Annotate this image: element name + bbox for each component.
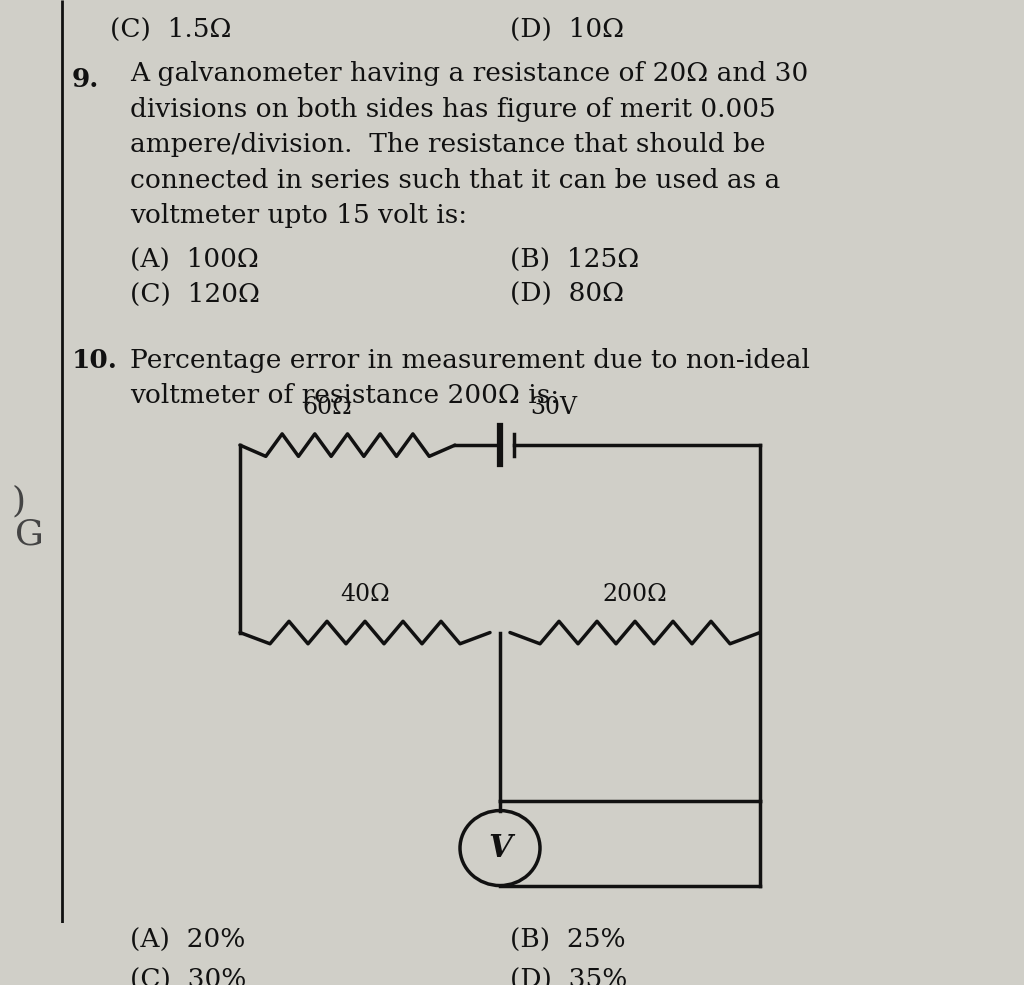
Text: divisions on both sides has figure of merit 0.005: divisions on both sides has figure of me… — [130, 97, 776, 121]
Text: voltmeter of resistance 200Ω is:: voltmeter of resistance 200Ω is: — [130, 383, 559, 408]
Text: (C)  120Ω: (C) 120Ω — [130, 282, 260, 307]
Text: (D)  35%: (D) 35% — [510, 968, 628, 985]
Text: ampere/division.  The resistance that should be: ampere/division. The resistance that sho… — [130, 132, 766, 158]
Text: V: V — [488, 832, 512, 864]
Text: ): ) — [12, 485, 27, 518]
Text: 30V: 30V — [530, 396, 577, 419]
Text: (B)  25%: (B) 25% — [510, 928, 626, 952]
Text: G: G — [15, 517, 44, 552]
Text: (D)  80Ω: (D) 80Ω — [510, 282, 624, 307]
Text: (D)  10Ω: (D) 10Ω — [510, 17, 624, 42]
Text: 40Ω: 40Ω — [340, 583, 390, 607]
Text: (A)  100Ω: (A) 100Ω — [130, 246, 259, 272]
Text: 10.: 10. — [72, 348, 118, 372]
Text: (B)  125Ω: (B) 125Ω — [510, 246, 639, 272]
Text: A galvanometer having a resistance of 20Ω and 30: A galvanometer having a resistance of 20… — [130, 61, 808, 86]
Text: (C)  1.5Ω: (C) 1.5Ω — [110, 17, 231, 42]
Text: voltmeter upto 15 volt is:: voltmeter upto 15 volt is: — [130, 203, 467, 229]
Text: connected in series such that it can be used as a: connected in series such that it can be … — [130, 167, 780, 193]
Text: Percentage error in measurement due to non-ideal: Percentage error in measurement due to n… — [130, 348, 810, 372]
Text: 60Ω: 60Ω — [303, 396, 352, 419]
Text: (A)  20%: (A) 20% — [130, 928, 246, 952]
Text: 9.: 9. — [72, 67, 99, 93]
Text: (C)  30%: (C) 30% — [130, 968, 247, 985]
Text: 200Ω: 200Ω — [603, 583, 668, 607]
